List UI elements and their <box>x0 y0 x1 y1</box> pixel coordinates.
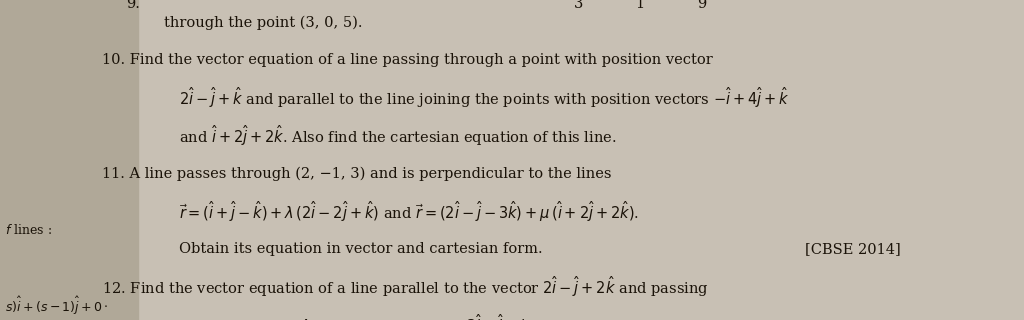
Text: through the point (3, 0, 5).: through the point (3, 0, 5). <box>164 15 362 29</box>
Text: [CBSE 2014]: [CBSE 2014] <box>805 242 901 256</box>
Text: $2\hat{i}-\hat{j}+\hat{k}$ and parallel to the line joining the points with posi: $2\hat{i}-\hat{j}+\hat{k}$ and parallel … <box>179 85 790 110</box>
Text: 10. Find the vector equation of a line passing through a point with position vec: 10. Find the vector equation of a line p… <box>102 53 713 67</box>
Text: Obtain its equation in vector and cartesian form.: Obtain its equation in vector and cartes… <box>179 242 543 256</box>
Text: and $\hat{i}+2\hat{j}+2\hat{k}$. Also find the cartesian equation of this line.: and $\hat{i}+2\hat{j}+2\hat{k}$. Also fi… <box>179 123 616 148</box>
Text: $\vec{r}=(\hat{i}+\hat{j}-\hat{k})+\lambda\,(2\hat{i}-2\hat{j}+\hat{k})$ and $\v: $\vec{r}=(\hat{i}+\hat{j}-\hat{k})+\lamb… <box>179 199 639 224</box>
Text: through a point $A$ with position vector $3\hat{i}+\hat{j}-k$.: through a point $A$ with position vector… <box>179 312 534 320</box>
Bar <box>0 0 138 320</box>
Text: $s)\hat{i}+(s-1)\hat{j}+0\cdot$: $s)\hat{i}+(s-1)\hat{j}+0\cdot$ <box>5 295 109 316</box>
Text: 9: 9 <box>696 0 707 11</box>
Text: 1: 1 <box>636 0 644 11</box>
Text: 12. Find the vector equation of a line parallel to the vector $2\hat{i}-\hat{j}+: 12. Find the vector equation of a line p… <box>102 274 709 299</box>
Text: 9.: 9. <box>126 0 140 11</box>
Text: $f$ lines :: $f$ lines : <box>5 223 52 237</box>
Text: 3: 3 <box>573 0 584 11</box>
Text: 11. A line passes through (2, −1, 3) and is perpendicular to the lines: 11. A line passes through (2, −1, 3) and… <box>102 166 612 180</box>
